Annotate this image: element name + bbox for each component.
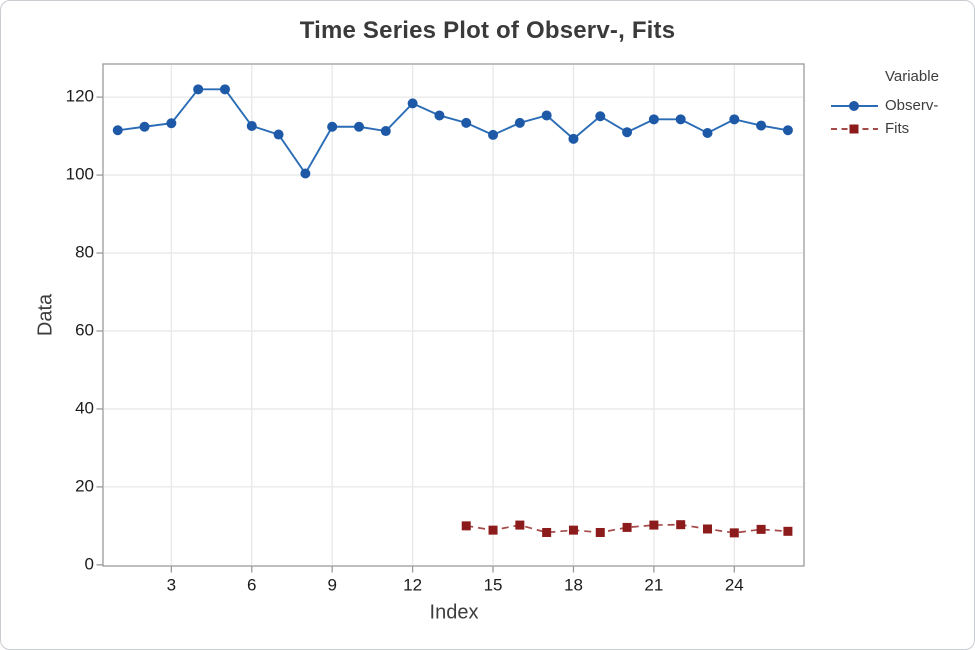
- observ-point[interactable]: [139, 121, 150, 132]
- y-tick-label: 0: [85, 554, 94, 573]
- observ-point[interactable]: [434, 110, 445, 121]
- fits-point[interactable]: [622, 522, 632, 532]
- observ-point[interactable]: [648, 114, 659, 125]
- y-tick-label: 20: [75, 476, 94, 495]
- observ-point[interactable]: [273, 129, 284, 140]
- fits-point[interactable]: [515, 520, 525, 530]
- y-tick-label: 40: [75, 398, 94, 417]
- legend-label-observ: Observ-: [885, 97, 939, 114]
- x-tick-label: 21: [644, 576, 663, 595]
- observ-point[interactable]: [112, 125, 123, 136]
- x-tick-label: 12: [403, 576, 422, 595]
- fits-series: [461, 520, 793, 538]
- legend: Variable Observ- Fits: [830, 68, 939, 140]
- chart-title: Time Series Plot of Observ-, Fits: [299, 17, 676, 44]
- observ-point[interactable]: [407, 98, 418, 109]
- fits-point[interactable]: [542, 527, 552, 537]
- observ-point[interactable]: [166, 118, 177, 129]
- y-tick-label: 80: [75, 243, 94, 262]
- legend-title: Variable: [885, 68, 939, 85]
- y-tick-label: 100: [66, 165, 94, 184]
- observ-point[interactable]: [541, 110, 552, 121]
- y-tick-label: 60: [75, 320, 94, 339]
- observ-point[interactable]: [782, 125, 793, 136]
- legend-item-fits[interactable]: Fits: [830, 117, 939, 140]
- observ-point[interactable]: [488, 129, 499, 140]
- series-line: [117, 88, 789, 176]
- observ-point[interactable]: [380, 126, 391, 137]
- y-axis-title: Data: [34, 293, 57, 337]
- x-tick-label: 6: [247, 576, 256, 595]
- observ-point[interactable]: [461, 117, 472, 128]
- observ-point[interactable]: [246, 120, 257, 131]
- observ-point[interactable]: [514, 117, 525, 128]
- x-tick-label: 15: [484, 576, 503, 595]
- fits-point[interactable]: [461, 521, 471, 531]
- fits-point[interactable]: [702, 524, 712, 534]
- observ-point[interactable]: [702, 127, 713, 138]
- legend-label-fits: Fits: [885, 120, 910, 137]
- fits-point[interactable]: [676, 520, 686, 530]
- fits-point[interactable]: [488, 525, 498, 535]
- fits-point[interactable]: [649, 520, 659, 530]
- observ-point[interactable]: [756, 120, 767, 131]
- observ-point[interactable]: [300, 168, 311, 179]
- observ-point[interactable]: [219, 84, 230, 95]
- observ-point[interactable]: [568, 133, 579, 144]
- observ-point[interactable]: [354, 121, 365, 132]
- tick-labels: 3 6 9 12 15 18 21 24 0 20 40 60 80 100 120: [66, 87, 744, 595]
- observ-line-sample-icon: [831, 100, 878, 111]
- observ-point[interactable]: [327, 121, 338, 132]
- x-tick-label: 18: [564, 576, 583, 595]
- fits-point[interactable]: [595, 527, 605, 537]
- gridlines: [104, 65, 803, 565]
- x-axis-title: Index: [429, 601, 479, 624]
- observ-point[interactable]: [193, 84, 204, 95]
- fits-point[interactable]: [568, 525, 578, 535]
- x-tick-label: 9: [327, 576, 336, 595]
- fits-point[interactable]: [729, 528, 739, 538]
- observ-point[interactable]: [622, 127, 633, 138]
- observ-point[interactable]: [675, 114, 686, 125]
- fits-point[interactable]: [783, 526, 793, 536]
- observ-point[interactable]: [729, 114, 740, 125]
- legend-item-observ[interactable]: Observ-: [830, 94, 939, 117]
- fits-line-sample-icon: [831, 124, 878, 133]
- observ-series: [112, 84, 793, 179]
- y-tick-label: 120: [66, 87, 94, 106]
- x-tick-label: 24: [725, 576, 744, 595]
- plot-frame: [102, 63, 805, 567]
- x-tick-label: 3: [167, 576, 176, 595]
- axis-ticks: [96, 96, 735, 573]
- fits-point[interactable]: [756, 524, 766, 534]
- observ-point[interactable]: [595, 111, 606, 122]
